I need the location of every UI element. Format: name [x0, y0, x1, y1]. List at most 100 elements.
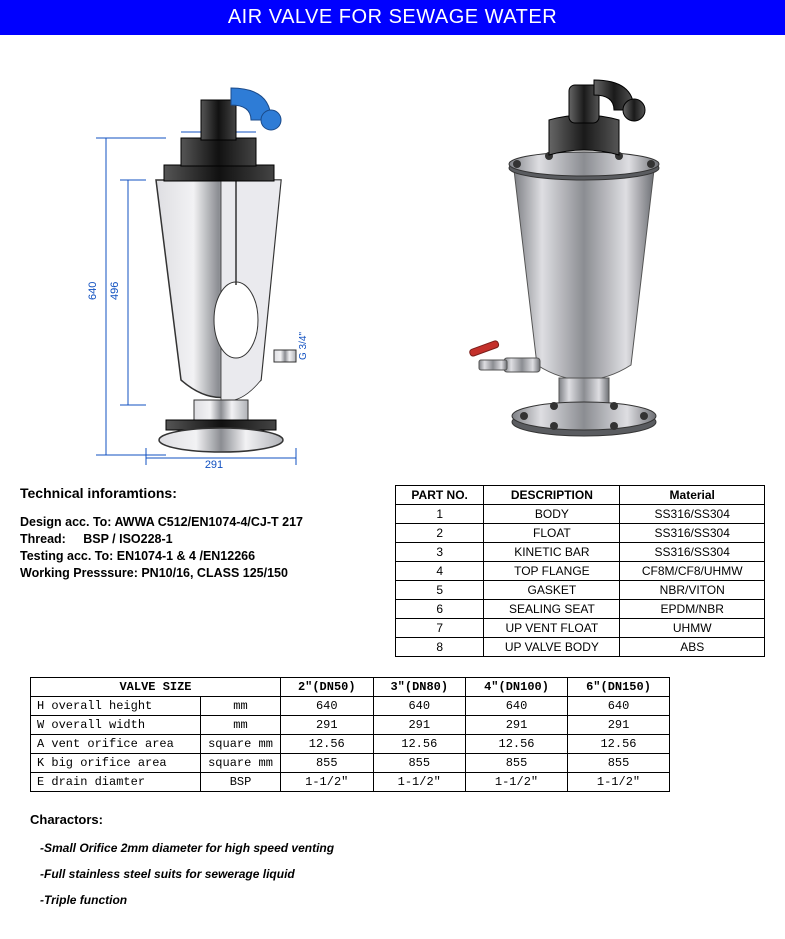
table-cell: SS316/SS304 [620, 543, 765, 562]
table-cell: GASKET [484, 581, 620, 600]
parts-header-mat: Material [620, 486, 765, 505]
size-col-3: 6"(DN150) [568, 678, 670, 697]
table-cell: SS316/SS304 [620, 505, 765, 524]
table-cell: 2 [396, 524, 484, 543]
table-cell: EPDM/NBR [620, 600, 765, 619]
table-row: H overall heightmm640640640640 [31, 697, 670, 716]
size-value-cell: 291 [466, 716, 568, 735]
table-cell: BODY [484, 505, 620, 524]
table-row: 2FLOATSS316/SS304 [396, 524, 765, 543]
tech-design: Design acc. To: AWWA C512/EN1074-4/CJ-T … [20, 515, 385, 529]
table-row: K big orifice areasquare mm855855855855 [31, 754, 670, 773]
size-label-cell: K big orifice area [31, 754, 201, 773]
size-label-cell: A vent orifice area [31, 735, 201, 754]
size-unit-cell: square mm [201, 754, 281, 773]
size-table-wrap: VALVE SIZE 2"(DN50) 3"(DN80) 4"(DN100) 6… [0, 667, 785, 802]
size-value-cell: 12.56 [281, 735, 374, 754]
table-cell: SEALING SEAT [484, 600, 620, 619]
table-cell: UP VALVE BODY [484, 638, 620, 657]
technical-info: Technical inforamtions: Design acc. To: … [20, 485, 385, 657]
dim-291: 291 [205, 459, 223, 470]
characters-heading: Charactors: [30, 812, 755, 827]
size-value-cell: 1-1/2" [568, 773, 670, 792]
table-cell: 6 [396, 600, 484, 619]
size-value-cell: 640 [466, 697, 568, 716]
table-row: 5GASKETNBR/VITON [396, 581, 765, 600]
size-value-cell: 640 [373, 697, 466, 716]
parts-header-row: PART NO. DESCRIPTION Material [396, 486, 765, 505]
table-cell: KINETIC BAR [484, 543, 620, 562]
dim-496: 496 [109, 282, 121, 300]
size-label-cell: H overall height [31, 697, 201, 716]
table-row: E drain diamterBSP1-1/2"1-1/2"1-1/2"1-1/… [31, 773, 670, 792]
tech-testing: Testing acc. To: EN1074-1 & 4 /EN12266 [20, 549, 385, 563]
characters-item: -Full stainless steel suits for sewerage… [40, 867, 755, 881]
images-row: 640 496 291 DN100 DN80 G 3/4" [0, 35, 785, 485]
size-value-cell: 1-1/2" [466, 773, 568, 792]
page-title: AIR VALVE FOR SEWAGE WATER [228, 6, 557, 28]
table-cell: TOP FLANGE [484, 562, 620, 581]
technical-diagram: 640 496 291 DN100 DN80 G 3/4" [36, 60, 376, 470]
table-cell: 3 [396, 543, 484, 562]
size-value-cell: 855 [568, 754, 670, 773]
table-cell: NBR/VITON [620, 581, 765, 600]
table-row: A vent orifice areasquare mm12.5612.5612… [31, 735, 670, 754]
size-value-cell: 291 [373, 716, 466, 735]
product-photo [409, 60, 749, 470]
parts-header-partno: PART NO. [396, 486, 484, 505]
size-value-cell: 855 [281, 754, 374, 773]
table-cell: 7 [396, 619, 484, 638]
table-row: 8UP VALVE BODYABS [396, 638, 765, 657]
size-col-1: 3"(DN80) [373, 678, 466, 697]
tech-working: Working Presssure: PN10/16, CLASS 125/15… [20, 566, 385, 580]
size-unit-cell: mm [201, 716, 281, 735]
size-value-cell: 640 [568, 697, 670, 716]
parts-header-desc: DESCRIPTION [484, 486, 620, 505]
characters-item: -Small Orifice 2mm diameter for high spe… [40, 841, 755, 855]
size-col-0: 2"(DN50) [281, 678, 374, 697]
size-col-2: 4"(DN100) [466, 678, 568, 697]
size-value-cell: 1-1/2" [281, 773, 374, 792]
table-cell: ABS [620, 638, 765, 657]
table-cell: 4 [396, 562, 484, 581]
tech-thread: Thread: BSP / ISO228-1 [20, 532, 385, 546]
size-label-cell: W overall width [31, 716, 201, 735]
size-unit-cell: BSP [201, 773, 281, 792]
size-value-cell: 12.56 [373, 735, 466, 754]
table-cell: 1 [396, 505, 484, 524]
table-row: 4TOP FLANGECF8M/CF8/UHMW [396, 562, 765, 581]
table-cell: 5 [396, 581, 484, 600]
dim-g34: G 3/4" [298, 332, 309, 360]
size-value-cell: 640 [281, 697, 374, 716]
size-value-cell: 12.56 [466, 735, 568, 754]
size-header-main: VALVE SIZE [31, 678, 281, 697]
page-title-bar: AIR VALVE FOR SEWAGE WATER [0, 0, 785, 35]
size-value-cell: 1-1/2" [373, 773, 466, 792]
table-cell: 8 [396, 638, 484, 657]
size-unit-cell: mm [201, 697, 281, 716]
size-label-cell: E drain diamter [31, 773, 201, 792]
table-row: 1BODYSS316/SS304 [396, 505, 765, 524]
mid-row: Technical inforamtions: Design acc. To: … [0, 485, 785, 667]
table-row: 6SEALING SEATEPDM/NBR [396, 600, 765, 619]
characters-section: Charactors: -Small Orifice 2mm diameter … [0, 802, 785, 939]
table-row: 7UP VENT FLOATUHMW [396, 619, 765, 638]
table-row: W overall widthmm291291291291 [31, 716, 670, 735]
size-value-cell: 291 [281, 716, 374, 735]
size-value-cell: 855 [466, 754, 568, 773]
table-cell: UP VENT FLOAT [484, 619, 620, 638]
size-value-cell: 855 [373, 754, 466, 773]
size-header-row: VALVE SIZE 2"(DN50) 3"(DN80) 4"(DN100) 6… [31, 678, 670, 697]
table-cell: SS316/SS304 [620, 524, 765, 543]
dim-640: 640 [87, 282, 99, 300]
parts-table: PART NO. DESCRIPTION Material 1BODYSS316… [395, 485, 765, 657]
table-cell: FLOAT [484, 524, 620, 543]
size-value-cell: 12.56 [568, 735, 670, 754]
size-value-cell: 291 [568, 716, 670, 735]
table-cell: UHMW [620, 619, 765, 638]
table-row: 3KINETIC BARSS316/SS304 [396, 543, 765, 562]
size-unit-cell: square mm [201, 735, 281, 754]
table-cell: CF8M/CF8/UHMW [620, 562, 765, 581]
tech-heading: Technical inforamtions: [20, 485, 385, 501]
valve-size-table: VALVE SIZE 2"(DN50) 3"(DN80) 4"(DN100) 6… [30, 677, 670, 792]
